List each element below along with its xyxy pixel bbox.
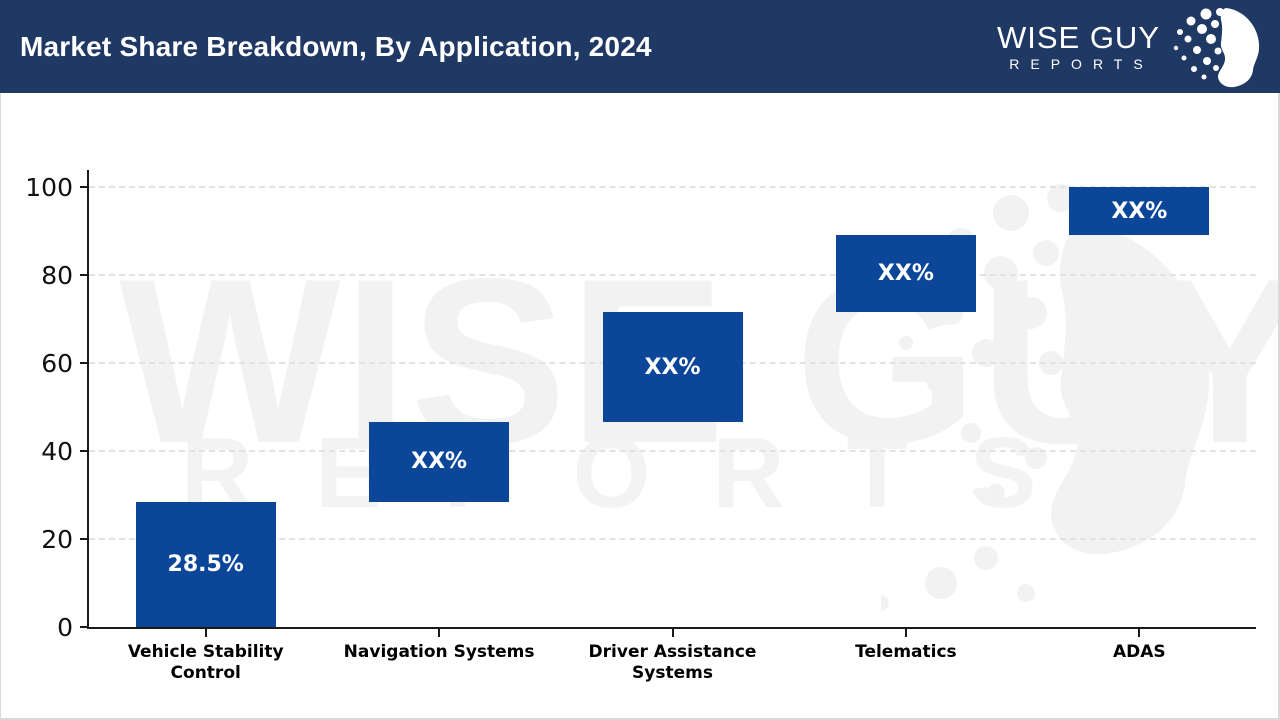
y-tick-mark: [80, 362, 89, 364]
y-tick-mark: [80, 538, 89, 540]
bar-adas: XX%: [1069, 187, 1210, 236]
bar-value-label: XX%: [644, 354, 701, 380]
bar-value-label: XX%: [1111, 198, 1168, 224]
bar-vehicle-stability-control: 28.5%: [135, 501, 276, 627]
gridline: [89, 186, 1256, 188]
y-tick-label: 60: [41, 349, 73, 378]
bar-value-label: XX%: [877, 261, 934, 287]
x-tick-label: Navigation Systems: [343, 642, 535, 662]
x-tick-label: Telematics: [855, 642, 957, 662]
y-axis-line: [87, 170, 89, 629]
gridline: [89, 274, 1256, 276]
y-tick-mark: [80, 186, 89, 188]
gridline: [89, 538, 1256, 540]
x-tick-label: Driver Assistance Systems: [588, 642, 757, 684]
y-tick-label: 80: [41, 261, 73, 290]
logo-wordmark: WISE GUY: [996, 20, 1160, 55]
bar-value-label: XX%: [411, 449, 468, 475]
page-title: Market Share Breakdown, By Application, …: [20, 30, 652, 62]
header-bar: Market Share Breakdown, By Application, …: [0, 0, 1280, 93]
y-tick-label: 0: [57, 613, 73, 642]
y-tick-label: 100: [25, 173, 73, 202]
wise-guy-logo: WISE GUY REPORTS: [997, 6, 1262, 88]
y-tick-label: 20: [41, 525, 73, 554]
y-tick-label: 40: [41, 437, 73, 466]
x-tick-mark: [904, 629, 907, 637]
x-tick-mark: [671, 629, 674, 637]
bar-telematics: XX%: [835, 235, 976, 313]
x-tick-mark: [204, 629, 207, 637]
y-tick-mark: [80, 450, 89, 452]
y-tick-mark: [80, 626, 89, 628]
chart-canvas: WISE GUY REPORTS 0 20 40 60 80 100 28.5% XX% XX%…: [0, 93, 1280, 720]
wise-guy-face-icon: [1173, 7, 1260, 87]
x-tick-label: ADAS: [1112, 642, 1166, 662]
bar-navigation-systems: XX%: [369, 422, 510, 502]
y-tick-mark: [80, 274, 89, 276]
x-tick-mark: [1138, 629, 1141, 637]
logo-text: WISE GUY REPORTS: [997, 22, 1160, 71]
bar-driver-assistance-systems: XX%: [602, 312, 743, 423]
bar-chart: 0 20 40 60 80 100 28.5% XX% XX% XX% XX% Vehicle Sta…: [1, 93, 1278, 718]
logo-subtitle: REPORTS: [1009, 56, 1154, 72]
bar-value-label: 28.5%: [167, 551, 244, 577]
x-tick-label: Vehicle Stability Control: [127, 642, 284, 684]
gridline: [89, 450, 1256, 452]
x-tick-mark: [438, 629, 441, 637]
x-axis-line: [87, 627, 1256, 629]
